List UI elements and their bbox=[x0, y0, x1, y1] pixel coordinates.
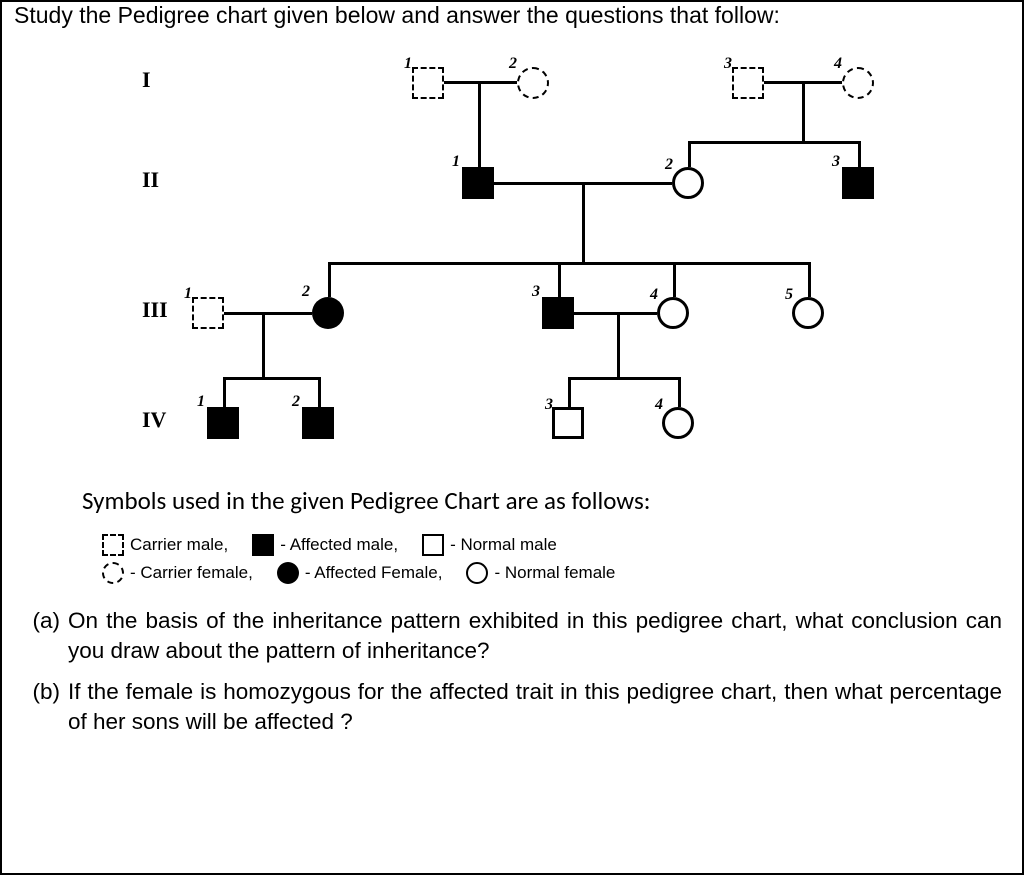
individual-III-5: 5 bbox=[792, 297, 824, 329]
question-b-text: If the female is homozygous for the affe… bbox=[68, 677, 1002, 738]
individual-I-2: 2 bbox=[517, 67, 549, 99]
pedigree-line bbox=[808, 262, 811, 297]
gen-label-4: IV bbox=[142, 407, 166, 433]
gen-label-2: II bbox=[142, 167, 159, 193]
pedigree-line bbox=[224, 312, 312, 315]
pedigree-line bbox=[688, 141, 858, 144]
gen-label-3: III bbox=[142, 297, 168, 323]
individual-IV-1: 1 bbox=[207, 407, 239, 439]
individual-number: 1 bbox=[452, 153, 460, 171]
individual-number: 1 bbox=[184, 285, 192, 303]
carrier-female-icon bbox=[102, 562, 124, 584]
individual-number: 1 bbox=[197, 393, 205, 411]
individual-II-2: 2 bbox=[672, 167, 704, 199]
affected-male-icon bbox=[252, 534, 274, 556]
pedigree-line bbox=[328, 262, 331, 297]
individual-number: 2 bbox=[509, 55, 517, 73]
pedigree-line bbox=[223, 377, 226, 407]
individual-number: 4 bbox=[834, 55, 842, 73]
question-b: (b) If the female is homozygous for the … bbox=[22, 677, 1002, 738]
legend-row-male: Carrier male, - Affected male, - Normal … bbox=[102, 534, 1002, 556]
individual-number: 1 bbox=[404, 55, 412, 73]
individual-III-2: 2 bbox=[312, 297, 344, 329]
normal-male-icon bbox=[422, 534, 444, 556]
carrier-female-label: - Carrier female, bbox=[130, 563, 253, 583]
pedigree-line bbox=[574, 312, 657, 315]
individual-IV-4: 4 bbox=[662, 407, 694, 439]
pedigree-line bbox=[678, 377, 681, 407]
questions-block: (a) On the basis of the inheritance patt… bbox=[22, 606, 1002, 738]
gen-label-1: I bbox=[142, 67, 151, 93]
pedigree-line bbox=[673, 262, 676, 297]
pedigree-line bbox=[568, 377, 678, 380]
legend-row-female: - Carrier female, - Affected Female, - N… bbox=[102, 562, 1002, 584]
question-a: (a) On the basis of the inheritance patt… bbox=[22, 606, 1002, 667]
question-b-marker: (b) bbox=[22, 677, 68, 738]
individual-number: 3 bbox=[724, 55, 732, 73]
individual-I-4: 4 bbox=[842, 67, 874, 99]
carrier-male-label: Carrier male, bbox=[130, 535, 228, 555]
legend-title: Symbols used in the given Pedigree Chart… bbox=[82, 485, 1002, 516]
affected-female-icon bbox=[277, 562, 299, 584]
individual-number: 2 bbox=[292, 393, 300, 411]
individual-IV-2: 2 bbox=[302, 407, 334, 439]
individual-III-4: 4 bbox=[657, 297, 689, 329]
individual-I-3: 3 bbox=[732, 67, 764, 99]
pedigree-line bbox=[582, 182, 585, 262]
individual-number: 4 bbox=[650, 286, 658, 304]
individual-number: 2 bbox=[302, 283, 310, 301]
individual-I-1: 1 bbox=[412, 67, 444, 99]
individual-number: 3 bbox=[832, 153, 840, 171]
pedigree-line bbox=[568, 377, 571, 407]
pedigree-line bbox=[558, 262, 561, 297]
question-page: Study the Pedigree chart given below and… bbox=[0, 0, 1024, 875]
individual-II-3: 3 bbox=[842, 167, 874, 199]
normal-female-label: - Normal female bbox=[494, 563, 615, 583]
instruction-text: Study the Pedigree chart given below and… bbox=[14, 2, 1002, 29]
affected-female-label: - Affected Female, bbox=[305, 563, 443, 583]
individual-III-3: 3 bbox=[542, 297, 574, 329]
pedigree-line bbox=[223, 377, 318, 380]
pedigree-line bbox=[262, 312, 265, 377]
individual-IV-3: 3 bbox=[552, 407, 584, 439]
individual-number: 4 bbox=[655, 396, 663, 414]
affected-male-label: - Affected male, bbox=[280, 535, 398, 555]
pedigree-line bbox=[858, 141, 861, 167]
pedigree-chart: I II III IV 1 2 3 4 1 2 3 1 2 3 4 5 1 2 3 4 bbox=[32, 37, 992, 467]
individual-number: 5 bbox=[785, 286, 793, 304]
question-a-text: On the basis of the inheritance pattern … bbox=[68, 606, 1002, 667]
pedigree-line bbox=[478, 81, 481, 167]
pedigree-line bbox=[328, 262, 808, 265]
individual-III-1: 1 bbox=[192, 297, 224, 329]
individual-II-1: 1 bbox=[462, 167, 494, 199]
individual-number: 2 bbox=[665, 156, 673, 174]
pedigree-line bbox=[617, 312, 620, 377]
individual-number: 3 bbox=[545, 396, 553, 414]
normal-male-label: - Normal male bbox=[450, 535, 557, 555]
individual-number: 3 bbox=[532, 283, 540, 301]
question-a-marker: (a) bbox=[22, 606, 68, 667]
pedigree-line bbox=[802, 81, 805, 141]
pedigree-line bbox=[318, 377, 321, 407]
carrier-male-icon bbox=[102, 534, 124, 556]
pedigree-line bbox=[688, 141, 691, 167]
normal-female-icon bbox=[466, 562, 488, 584]
